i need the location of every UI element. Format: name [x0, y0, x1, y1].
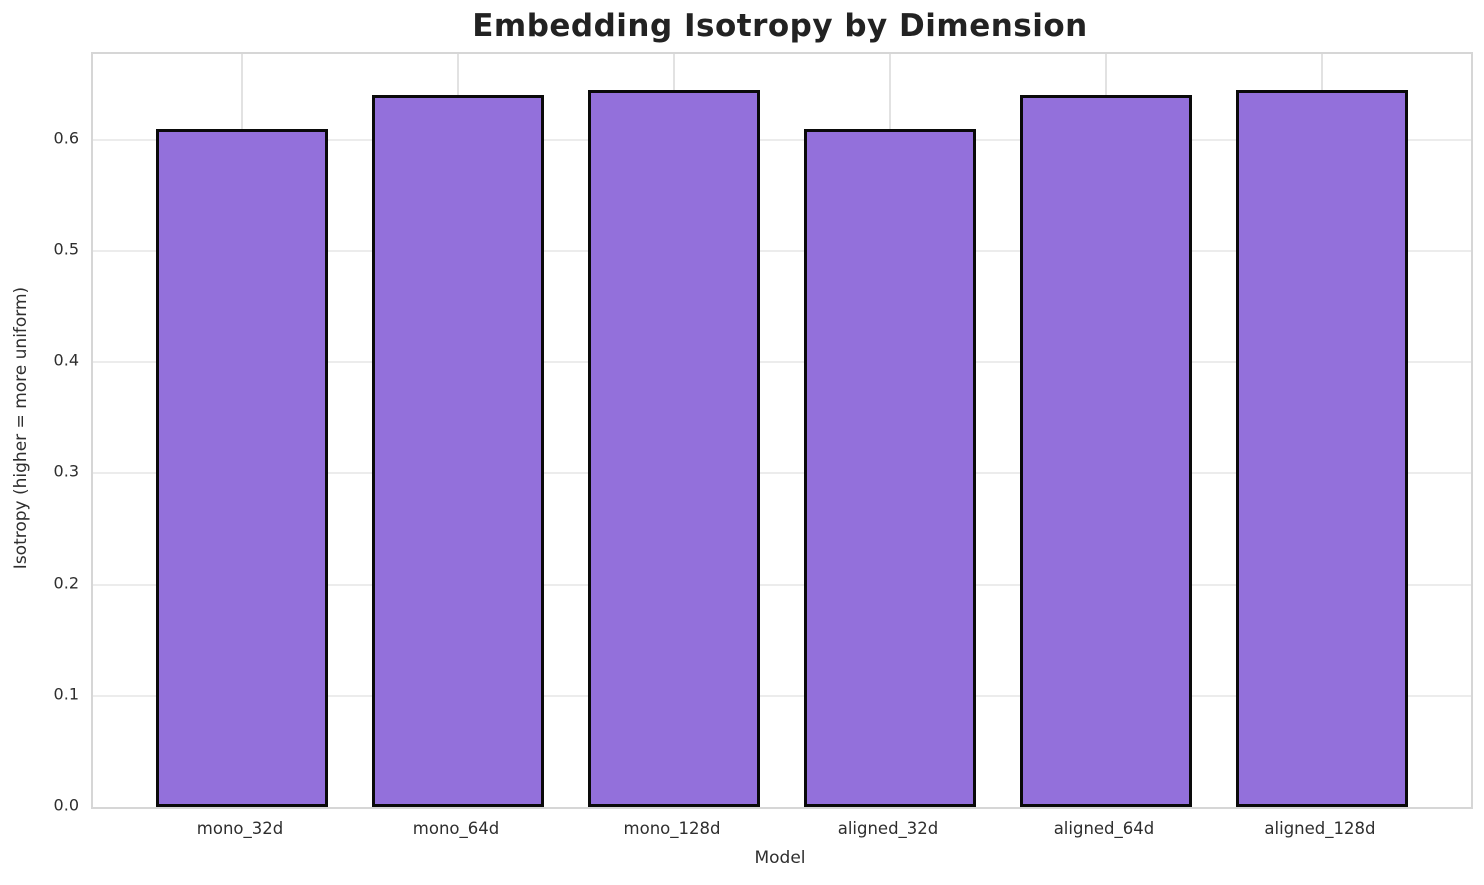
- chart-title: Embedding Isotropy by Dimension: [472, 8, 1088, 44]
- y-tick-label: 0.0: [53, 795, 79, 815]
- x-axis-label: Model: [754, 848, 806, 868]
- y-tick-label: 0.4: [53, 350, 79, 370]
- h-gridline: [93, 472, 1471, 475]
- bar-aligned_64d: [1019, 95, 1193, 807]
- y-tick-label: 0.1: [53, 684, 79, 704]
- x-tick-label: mono_32d: [196, 819, 284, 838]
- h-gridline: [93, 249, 1471, 252]
- y-tick-label: 0.6: [53, 128, 79, 148]
- h-gridline: [93, 361, 1471, 364]
- x-tick-label: mono_64d: [412, 819, 500, 838]
- bar-mono_64d: [371, 95, 545, 807]
- bar-mono_32d: [155, 129, 329, 807]
- bar-aligned_128d: [1235, 90, 1409, 807]
- y-tick-label: 0.2: [53, 573, 79, 593]
- y-tick-label: 0.3: [53, 461, 79, 481]
- bar-aligned_32d: [803, 129, 977, 807]
- y-axis-label: Isotropy (higher = more uniform): [11, 286, 31, 570]
- y-tick-label: 0.5: [53, 239, 79, 259]
- x-tick-label: aligned_64d: [1053, 819, 1155, 838]
- h-gridline: [93, 583, 1471, 586]
- bar-mono_128d: [587, 90, 761, 807]
- h-gridline: [93, 138, 1471, 141]
- h-gridline: [93, 694, 1471, 697]
- x-tick-label: aligned_32d: [837, 819, 939, 838]
- x-tick-label: aligned_128d: [1264, 819, 1376, 838]
- plot-area: [91, 52, 1473, 809]
- x-tick-label: mono_128d: [623, 819, 721, 838]
